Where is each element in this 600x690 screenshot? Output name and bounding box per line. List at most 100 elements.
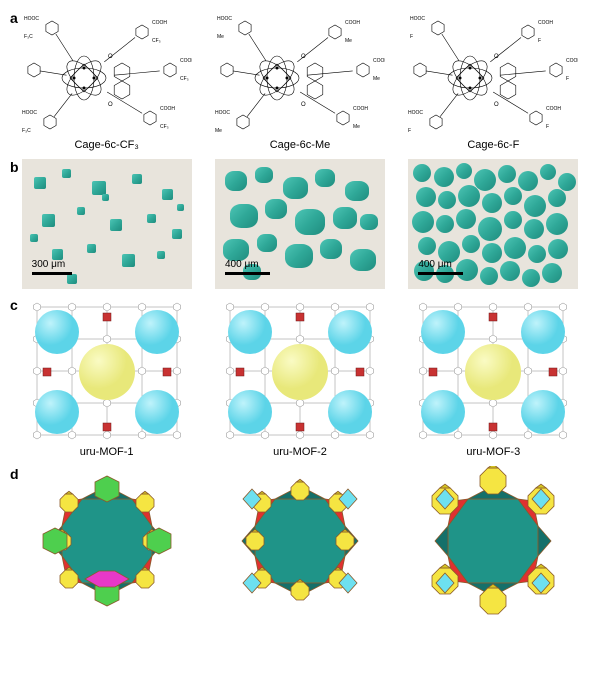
svg-text:HOOC: HOOC xyxy=(22,110,37,116)
svg-text:COOH: COOH xyxy=(152,20,167,26)
crystal-particle xyxy=(413,164,431,182)
crystal-particle xyxy=(412,211,434,233)
crystal-particle xyxy=(157,251,165,259)
svg-text:COOH: COOH xyxy=(345,20,360,26)
svg-text:HOOC: HOOC xyxy=(410,16,425,22)
caption-a2: Cage-6c-Me xyxy=(270,139,331,151)
svg-text:CF₃: CF₃ xyxy=(152,38,161,44)
crystal-particle xyxy=(456,259,478,281)
svg-text:Me: Me xyxy=(353,124,360,130)
crystal-particle xyxy=(504,211,522,229)
micrograph-1: 300 μm xyxy=(22,159,192,289)
crystal-particle xyxy=(548,239,568,259)
crystal-particle xyxy=(295,209,325,235)
crystal-particle xyxy=(255,167,273,183)
topo-svg-3 xyxy=(408,466,578,616)
topology-2 xyxy=(215,466,385,616)
crystal-particle xyxy=(418,237,436,255)
crystal-particle xyxy=(438,191,456,209)
crystal-particle xyxy=(283,177,308,199)
crystal-particle xyxy=(504,237,526,259)
crystal-particle xyxy=(265,199,287,219)
scale-bar xyxy=(418,272,463,275)
crystal-particle xyxy=(482,243,502,263)
mof-svg-1 xyxy=(22,297,192,447)
crystal-particle xyxy=(147,214,156,223)
crystal-particle xyxy=(225,171,247,191)
crystal-particle xyxy=(546,213,568,235)
crystal-particle xyxy=(77,207,85,215)
caption-c2: uru-MOF-2 xyxy=(273,446,327,458)
crystal-particle xyxy=(132,174,142,184)
row-a: a OOCOOHCF₃COOHCF₃COOHCF₃HOOCF₃CHOOCF₃CH… xyxy=(10,10,590,151)
crystal-particle xyxy=(345,181,369,201)
crystal-particle xyxy=(315,169,335,187)
svg-text:COOH: COOH xyxy=(546,106,561,112)
svg-text:O: O xyxy=(108,54,113,60)
cage-svg-2: OOCOOHMeCOOHMeCOOHMeHOOCMeHOOCMeHOOCMe xyxy=(215,10,385,135)
chem-structure-2: OOCOOHMeCOOHMeCOOHMeHOOCMeHOOCMeHOOCMe xyxy=(215,10,385,135)
crystal-particle xyxy=(360,214,378,230)
crystal-particle xyxy=(458,185,480,207)
crystal-particle xyxy=(320,239,342,259)
caption-a1: Cage-6c-CF₃ xyxy=(74,139,138,151)
crystal-particle xyxy=(540,164,556,180)
svg-text:O: O xyxy=(494,54,499,60)
figure-container: a OOCOOHCF₃COOHCF₃COOHCF₃HOOCF₃CHOOCF₃CH… xyxy=(10,10,590,616)
svg-text:COOH: COOH xyxy=(180,58,192,64)
panel-label-a: a xyxy=(10,10,18,26)
chem-structure-3: OOCOOHFCOOHFCOOHFHOOCFHOOCFHOOCF xyxy=(408,10,578,135)
svg-text:Me: Me xyxy=(345,38,352,44)
mof-svg-2 xyxy=(215,297,385,447)
svg-text:HOOC: HOOC xyxy=(408,110,423,116)
crystal-particle xyxy=(110,219,122,231)
svg-text:COOH: COOH xyxy=(538,20,553,26)
topo-svg-1 xyxy=(22,466,192,616)
cell-a2: OOCOOHMeCOOHMeCOOHMeHOOCMeHOOCMeHOOCMe C… xyxy=(203,10,396,151)
crystal-particle xyxy=(482,193,502,213)
caption-c3: uru-MOF-3 xyxy=(466,446,520,458)
crystal-structure-2 xyxy=(215,297,385,442)
svg-text:CF₃: CF₃ xyxy=(160,124,169,130)
crystal-particle xyxy=(122,254,135,267)
svg-text:COOH: COOH xyxy=(566,58,578,64)
svg-text:COOH: COOH xyxy=(353,106,368,112)
crystal-particle xyxy=(172,229,182,239)
crystal-particle xyxy=(558,173,576,191)
svg-text:HOOC: HOOC xyxy=(215,110,230,116)
cell-a1: OOCOOHCF₃COOHCF₃COOHCF₃HOOCF₃CHOOCF₃CHOO… xyxy=(10,10,203,151)
cell-d1 xyxy=(10,466,203,616)
svg-text:COOH: COOH xyxy=(160,106,175,112)
svg-text:O: O xyxy=(301,102,306,108)
crystal-particle xyxy=(456,209,476,229)
crystal-particle xyxy=(478,217,502,241)
scale-bar-label: 400 μm xyxy=(225,259,259,270)
scale-bar-label: 300 μm xyxy=(32,259,66,270)
crystal-particle xyxy=(548,189,566,207)
row-c: c uru-MOF-1 uru-MOF-2 xyxy=(10,297,590,458)
cell-c2: uru-MOF-2 xyxy=(203,297,396,458)
crystal-particle xyxy=(102,194,109,201)
svg-text:CF₃: CF₃ xyxy=(180,76,189,82)
svg-text:O: O xyxy=(108,102,113,108)
svg-text:Me: Me xyxy=(215,128,222,134)
crystal-particle xyxy=(416,187,436,207)
svg-text:HOOC: HOOC xyxy=(217,16,232,22)
cell-b1: 300 μm xyxy=(10,159,203,289)
cell-d3 xyxy=(397,466,590,616)
cage-svg-3: OOCOOHFCOOHFCOOHFHOOCFHOOCFHOOCF xyxy=(408,10,578,135)
crystal-particle xyxy=(177,204,184,211)
micrograph-2: 400 μm xyxy=(215,159,385,289)
scale-bar xyxy=(225,272,270,275)
svg-text:F: F xyxy=(566,76,569,82)
crystal-particle xyxy=(87,244,96,253)
crystal-particle xyxy=(92,181,106,195)
svg-text:F: F xyxy=(546,124,549,130)
crystal-particle xyxy=(456,163,472,179)
cell-c1: uru-MOF-1 xyxy=(10,297,203,458)
crystal-particle xyxy=(162,189,173,200)
svg-text:O: O xyxy=(494,102,499,108)
crystal-particle xyxy=(500,261,520,281)
crystal-particle xyxy=(518,171,538,191)
svg-text:F₃C: F₃C xyxy=(24,34,33,40)
